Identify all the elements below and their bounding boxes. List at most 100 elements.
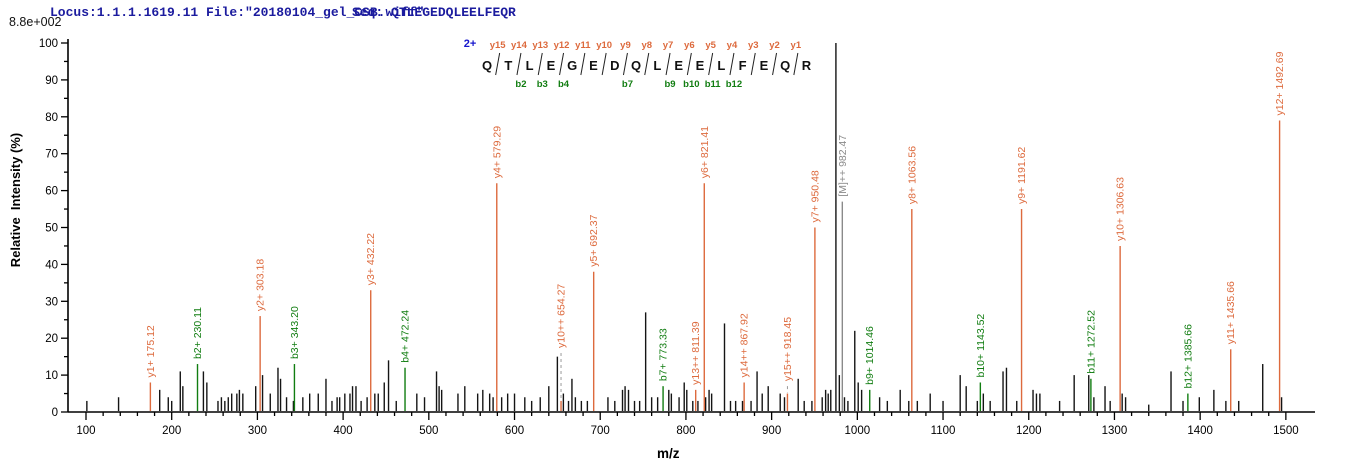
y-tick-label: 20 — [45, 333, 58, 345]
sequence-residue: E — [674, 58, 683, 73]
y-axis-ticks: 0 10 20 30 40 50 60 70 80 90 100 Relative Intensity… — [8, 38, 68, 419]
x-tick-label: 500 — [419, 425, 438, 437]
x-tick-label: 1200 — [1016, 425, 1042, 437]
b-ion-label: b12 — [726, 79, 742, 90]
sequence-residue: R — [802, 58, 812, 73]
peak-label: y6+ 821.41 — [699, 126, 711, 178]
x-tick-label: 800 — [676, 425, 695, 437]
peak-label: y9+ 1191.62 — [1016, 147, 1028, 204]
y-tick-label: 60 — [45, 186, 58, 198]
fragmentation-divider — [665, 52, 671, 76]
x-tick-label: 200 — [162, 425, 181, 437]
x-tick-label: 300 — [248, 425, 267, 437]
seq-label: Seq: — [352, 5, 384, 20]
fragmentation-divider — [622, 52, 628, 76]
fragmentation-divider — [537, 52, 543, 76]
y-ion-label: y3 — [748, 40, 759, 51]
sequence-residue: Q — [631, 58, 641, 73]
peak-label: y8+ 1063.56 — [906, 146, 918, 204]
y-tick-label: 50 — [45, 223, 58, 235]
sequence-residue: F — [739, 58, 747, 73]
locus-file-label: Locus:1.1.1.1619.11 File:"20180104_gel_C… — [50, 5, 425, 20]
y-ion-label: y10 — [596, 40, 612, 51]
y-ion-label: y6 — [684, 40, 695, 51]
y-ion-label: y8 — [641, 40, 652, 51]
fragmentation-divider — [644, 52, 650, 76]
b-ion-label: b9 — [665, 79, 676, 90]
peak-label: b4+ 472.24 — [400, 310, 412, 363]
peak-label: y14++ 867.92 — [739, 313, 751, 377]
peak-label: b12+ 1385.66 — [1182, 324, 1194, 389]
peak-label: y1+ 175.12 — [145, 325, 157, 377]
x-tick-label: 1000 — [845, 425, 871, 437]
precursor-charge-label: 2+ — [464, 38, 477, 50]
sequence-residue: T — [504, 58, 512, 73]
axes — [67, 39, 1315, 413]
x-tick-label: 1500 — [1273, 425, 1299, 437]
peak-label: b2+ 230.11 — [192, 307, 204, 359]
fragmentation-divider — [750, 52, 756, 76]
max-intensity-label: 8.8e+002 — [9, 15, 62, 29]
x-tick-label: 700 — [591, 425, 610, 437]
sequence-residue: L — [717, 58, 725, 73]
y-ion-label: y14 — [511, 40, 528, 51]
peak-label: y5+ 692.37 — [588, 214, 600, 266]
x-tick-label: 600 — [505, 425, 524, 437]
y-tick-label: 30 — [45, 296, 58, 308]
y-ion-label: y13 — [532, 40, 548, 51]
y-tick-label: 10 — [45, 370, 58, 382]
peak-label: y13++ 811.39 — [690, 321, 702, 385]
peak-label: b10+ 1143.52 — [975, 314, 987, 378]
y-tick-label: 0 — [52, 407, 58, 419]
fragmentation-divider — [729, 52, 735, 76]
sequence-residue: E — [589, 58, 598, 73]
y-tick-label: 70 — [45, 149, 58, 161]
y-ion-label: y15 — [490, 40, 507, 51]
fragmentation-divider — [516, 52, 522, 76]
annotated-peaks: y1+ 175.12 b2+ 230.11 y2+ 303.18 b3+ 343.20… — [145, 51, 1286, 411]
y-ion-label: y1 — [791, 40, 802, 51]
sequence-residue: L — [653, 58, 661, 73]
peak-label: y2+ 303.18 — [255, 259, 267, 311]
y-ion-label: y11 — [575, 40, 591, 51]
sequence-header: Seq: QTLEGEDQLEELFEQR — [352, 5, 516, 20]
b-ion-label: b10 — [683, 79, 699, 90]
sequence-residue: L — [526, 58, 534, 73]
y-tick-label: 90 — [45, 75, 58, 87]
b-ion-label: b3 — [537, 79, 548, 90]
y-ion-label: y5 — [705, 40, 716, 51]
sequence-residue: E — [760, 58, 769, 73]
b-ion-label: b7 — [622, 79, 633, 90]
y-ion-label: y12 — [554, 40, 570, 51]
x-axis-title: m/z — [657, 446, 680, 461]
y-ion-label: y4 — [727, 40, 738, 51]
fragmentation-divider — [708, 52, 714, 76]
peak-label: b7+ 773.33 — [658, 328, 670, 381]
sequence-residue: Q — [780, 58, 790, 73]
fragmentation-divider — [793, 52, 799, 76]
noise-peaks — [86, 43, 1283, 411]
y-axis-title: Relative Intensity (%) — [8, 133, 23, 267]
peak-label: y15++ 918.45 — [782, 317, 794, 381]
sequence-residue: E — [547, 58, 556, 73]
y-ion-label: y9 — [620, 40, 631, 51]
fragmentation-divider — [601, 52, 607, 76]
sequence-residue: E — [696, 58, 705, 73]
seq-value: QTLEGEDQLEELFEQR — [391, 5, 516, 20]
peak-label: y3+ 432.22 — [365, 233, 377, 285]
x-axis-ticks: 100 200 300 400 500 600 700 800 900 1000 1100 1200 1… — [76, 412, 1299, 461]
x-tick-label: 400 — [334, 425, 353, 437]
x-tick-label: 900 — [762, 425, 781, 437]
x-tick-label: 100 — [76, 425, 95, 437]
peak-label: y11+ 1435.66 — [1225, 281, 1237, 344]
x-tick-label: 1100 — [931, 425, 956, 437]
x-tick-label: 1300 — [1102, 425, 1128, 437]
y-tick-label: 80 — [45, 112, 58, 124]
sequence-residue: D — [610, 58, 619, 73]
peak-label: y7+ 950.48 — [809, 170, 821, 222]
y-tick-label: 100 — [39, 38, 58, 50]
y-ion-label: y2 — [769, 40, 780, 51]
fragmentation-divider — [559, 52, 565, 76]
peak-label: y4+ 579.29 — [491, 126, 503, 178]
